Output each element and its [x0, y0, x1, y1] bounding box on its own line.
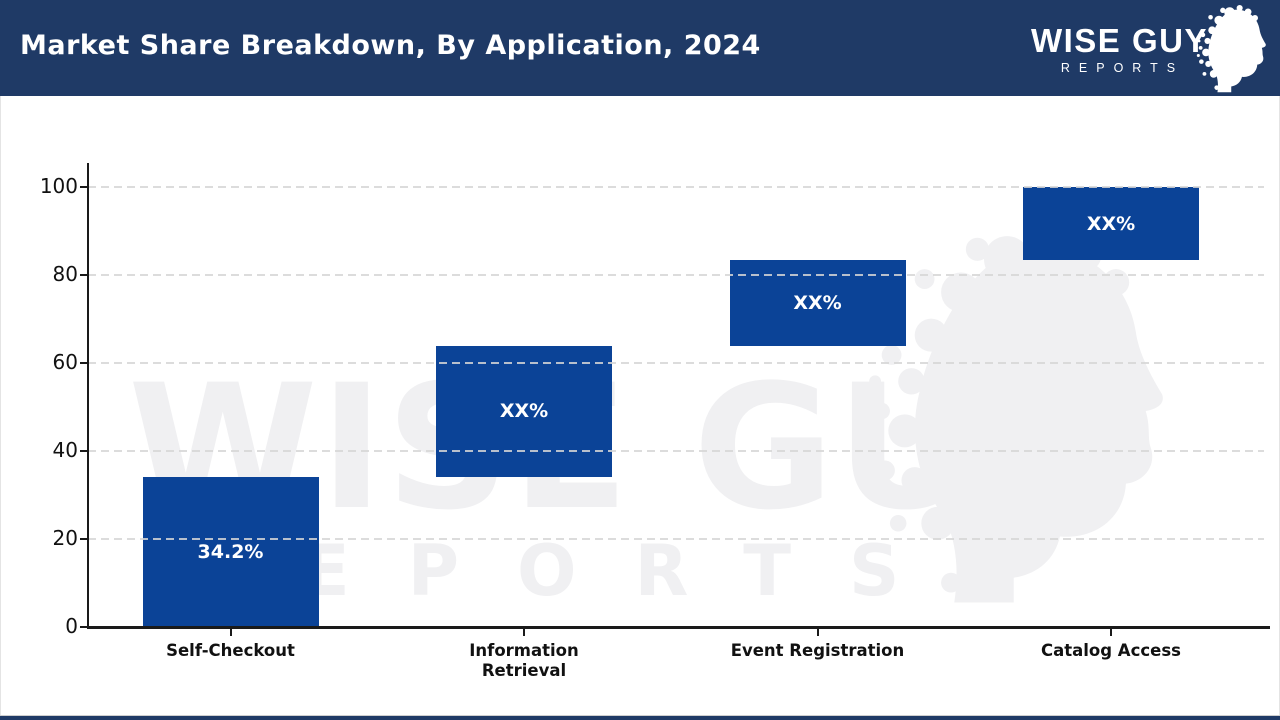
gridline-40: [88, 450, 1264, 452]
bar-1: 34.2%: [142, 476, 319, 627]
y-tick-mark-60: [80, 362, 87, 364]
y-tick-mark-100: [80, 186, 87, 188]
y-axis-line: [87, 163, 89, 628]
page-title: Market Share Breakdown, By Application, …: [20, 30, 761, 61]
gridline-80: [88, 274, 1264, 276]
wise-guy-logo: WISE GUY REPORTS: [1031, 5, 1272, 93]
y-tick-label-100: 100: [39, 174, 78, 198]
x-tick-mark-1: [229, 629, 232, 636]
bar-value-label: XX%: [499, 400, 549, 423]
y-tick-label-80: 80: [52, 262, 78, 286]
gridline-100: [88, 186, 1264, 188]
logo-brand-text: WISE GUY: [1030, 21, 1208, 59]
y-tick-mark-80: [80, 274, 87, 276]
y-tick-label-60: 60: [52, 350, 78, 374]
y-tick-label-20: 20: [52, 526, 78, 550]
bar-value-label: XX%: [1086, 212, 1136, 235]
header-band: Market Share Breakdown, By Application, …: [0, 0, 1280, 96]
logo-sub-text: REPORTS: [1060, 60, 1185, 75]
bar-value-label: 34.2%: [197, 540, 264, 563]
logo-text: WISE GUY REPORTS: [1031, 24, 1208, 75]
footer-band: [0, 716, 1280, 720]
bar-2: XX%: [436, 346, 612, 477]
x-tick-mark-2: [523, 629, 525, 636]
y-tick-label-0: 0: [65, 614, 78, 638]
x-axis-line: [87, 626, 1270, 629]
category-label-4: Catalog Access: [1041, 641, 1181, 660]
category-label-1: Self-Checkout: [166, 641, 295, 660]
y-tick-mark-40: [80, 450, 87, 452]
x-tick-mark-4: [1110, 629, 1112, 636]
y-tick-label-40: 40: [52, 438, 78, 462]
page-left-border: [0, 96, 1, 715]
bar-value-label: XX%: [793, 292, 842, 315]
gridline-20: [88, 538, 1264, 540]
category-label-2: Information Retrieval: [469, 641, 579, 680]
x-tick-mark-3: [816, 629, 819, 636]
gridline-60: [88, 362, 1264, 364]
y-tick-mark-20: [80, 538, 87, 540]
category-label-3: Event Registration: [730, 641, 905, 660]
footer-divider-line: [0, 715, 1280, 716]
y-tick-mark-0: [80, 626, 87, 628]
bar-4: XX%: [1023, 187, 1199, 261]
